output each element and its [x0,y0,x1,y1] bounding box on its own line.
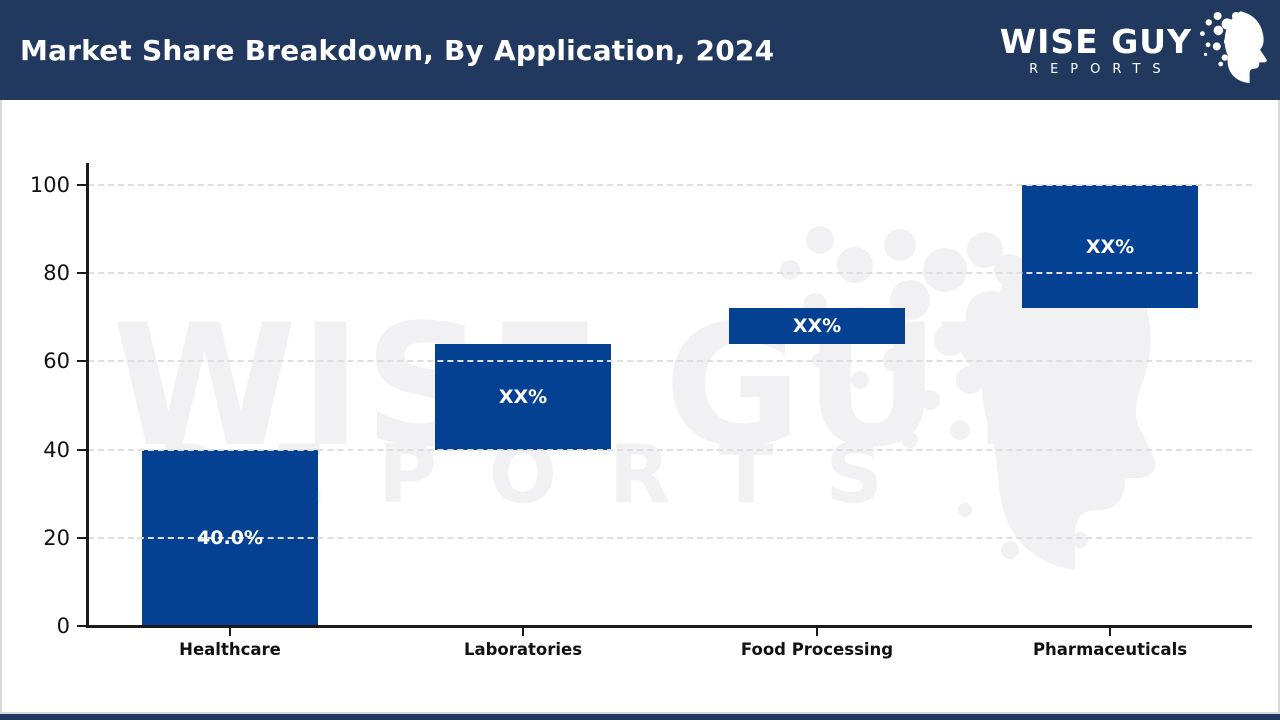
y-tick-label-40: 40 [43,437,70,462]
x-axis-line [86,625,1252,628]
logo-face-icon [1196,5,1268,95]
header-bar: Market Share Breakdown, By Application, … [0,0,1280,100]
y-tick-label-20: 20 [43,525,70,550]
y-tick-100 [77,184,86,186]
x-tick-label-food-processing: Food Processing [740,640,894,659]
gridline-40 [88,448,1252,451]
wise-guy-reports-logo: WISE GUY REPORTS [1000,0,1268,100]
x-tick-healthcare [229,627,231,636]
bar-food-processing [729,308,905,344]
bar-value-label-healthcare: 40.0% [197,526,263,549]
x-tick-pharmaceuticals [1109,627,1111,636]
gridline-100 [88,184,1252,186]
bar-value-label-laboratories: XX% [498,385,548,408]
logo-subtitle: REPORTS [1029,61,1173,77]
y-tick-0 [77,625,86,627]
gridline-20 [88,536,1252,539]
y-tick-label-60: 60 [43,349,70,374]
x-tick-label-healthcare: Healthcare [179,640,281,659]
gridline-80 [88,272,1252,275]
y-tick-80 [77,272,86,275]
x-tick-label-laboratories: Laboratories [463,640,583,659]
y-tick-label-0: 0 [56,614,70,638]
gridline-60 [88,360,1252,363]
y-tick-20 [77,536,86,539]
y-tick-40 [77,448,86,451]
x-tick-food-processing [816,627,818,636]
x-tick-label-pharmaceuticals: Pharmaceuticals [1032,640,1188,659]
bar-value-label-pharmaceuticals: XX% [1085,235,1135,258]
bar-value-label-food-processing: XX% [792,315,842,338]
y-tick-label-80: 80 [43,261,70,286]
x-tick-laboratories [522,627,524,636]
y-tick-60 [77,360,86,363]
page-title: Market Share Breakdown, By Application, … [20,33,775,67]
logo-wordmark: WISE GUY [999,21,1192,61]
y-axis-line [86,163,89,628]
bar-pharmaceuticals [1022,185,1198,309]
y-tick-label-100: 100 [29,173,70,197]
footer-bar [0,714,1280,720]
